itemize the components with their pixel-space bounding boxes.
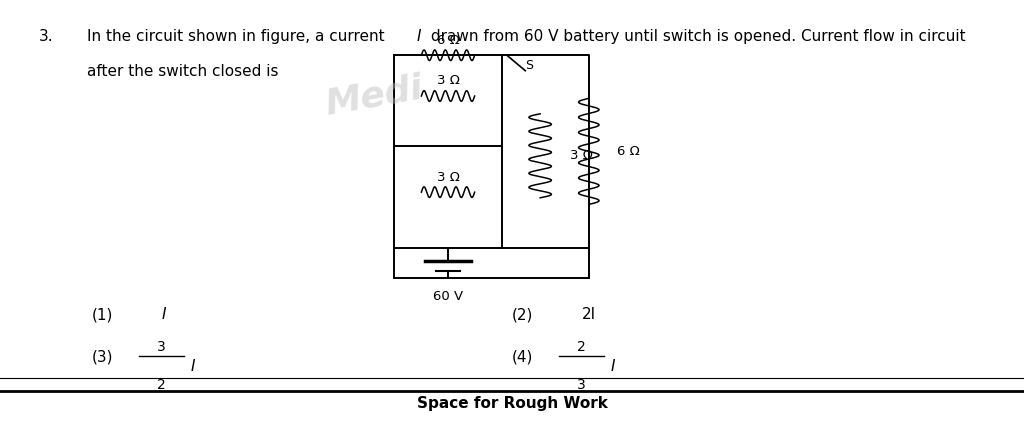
- Text: after the switch closed is: after the switch closed is: [87, 64, 279, 79]
- Text: I: I: [417, 29, 421, 44]
- Text: (3): (3): [92, 349, 114, 364]
- Text: 3 Ω: 3 Ω: [569, 149, 593, 162]
- Text: 3: 3: [578, 378, 586, 392]
- Text: In the circuit shown in figure, a current: In the circuit shown in figure, a curren…: [87, 29, 389, 44]
- Text: Space for Rough Work: Space for Rough Work: [417, 396, 607, 411]
- Text: I: I: [190, 359, 195, 374]
- Text: I: I: [610, 359, 614, 374]
- Text: 2: 2: [578, 339, 586, 354]
- Text: S: S: [525, 59, 534, 72]
- Text: (4): (4): [512, 349, 534, 364]
- Text: 3: 3: [158, 339, 166, 354]
- Text: 3 Ω: 3 Ω: [436, 75, 460, 88]
- Text: 6 Ω: 6 Ω: [436, 34, 460, 47]
- Text: 2: 2: [158, 378, 166, 392]
- Text: 2I: 2I: [582, 307, 596, 322]
- Text: I: I: [162, 307, 166, 322]
- Text: 3.: 3.: [39, 29, 53, 44]
- Text: (2): (2): [512, 307, 534, 322]
- Text: 6 Ω: 6 Ω: [617, 145, 640, 158]
- Text: 3 Ω: 3 Ω: [436, 171, 460, 183]
- Text: (1): (1): [92, 307, 114, 322]
- Text: drawn from 60 V battery until switch is opened. Current flow in circuit: drawn from 60 V battery until switch is …: [426, 29, 966, 44]
- Text: 60 V: 60 V: [433, 290, 463, 302]
- Text: Medi: Medi: [323, 71, 426, 122]
